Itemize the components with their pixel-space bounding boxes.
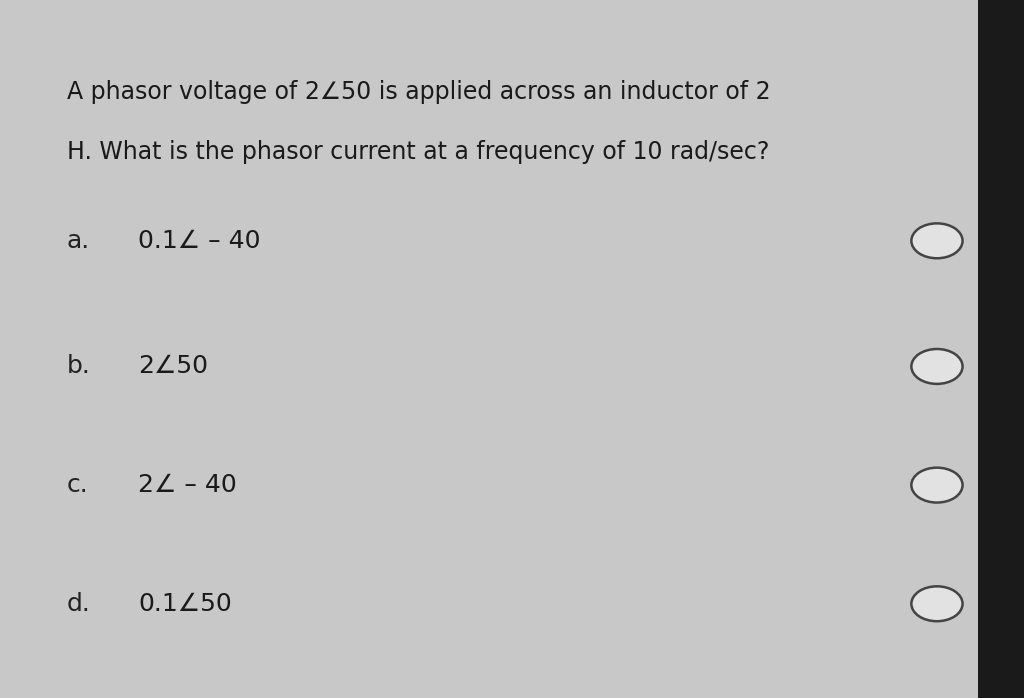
Text: 2∠ – 40: 2∠ – 40	[138, 473, 237, 497]
Text: A phasor voltage of 2∠50 is applied across an inductor of 2: A phasor voltage of 2∠50 is applied acro…	[67, 80, 770, 104]
Text: 2∠50: 2∠50	[138, 355, 208, 378]
Text: c.: c.	[67, 473, 88, 497]
Text: a.: a.	[67, 229, 90, 253]
Text: H. What is the phasor current at a frequency of 10 rad/sec?: H. What is the phasor current at a frequ…	[67, 140, 769, 163]
Text: d.: d.	[67, 592, 90, 616]
Circle shape	[911, 586, 963, 621]
Text: 0.1∠50: 0.1∠50	[138, 592, 232, 616]
Circle shape	[911, 468, 963, 503]
Text: b.: b.	[67, 355, 90, 378]
Circle shape	[911, 349, 963, 384]
Circle shape	[911, 223, 963, 258]
Text: 0.1∠ – 40: 0.1∠ – 40	[138, 229, 261, 253]
FancyBboxPatch shape	[978, 0, 1024, 698]
